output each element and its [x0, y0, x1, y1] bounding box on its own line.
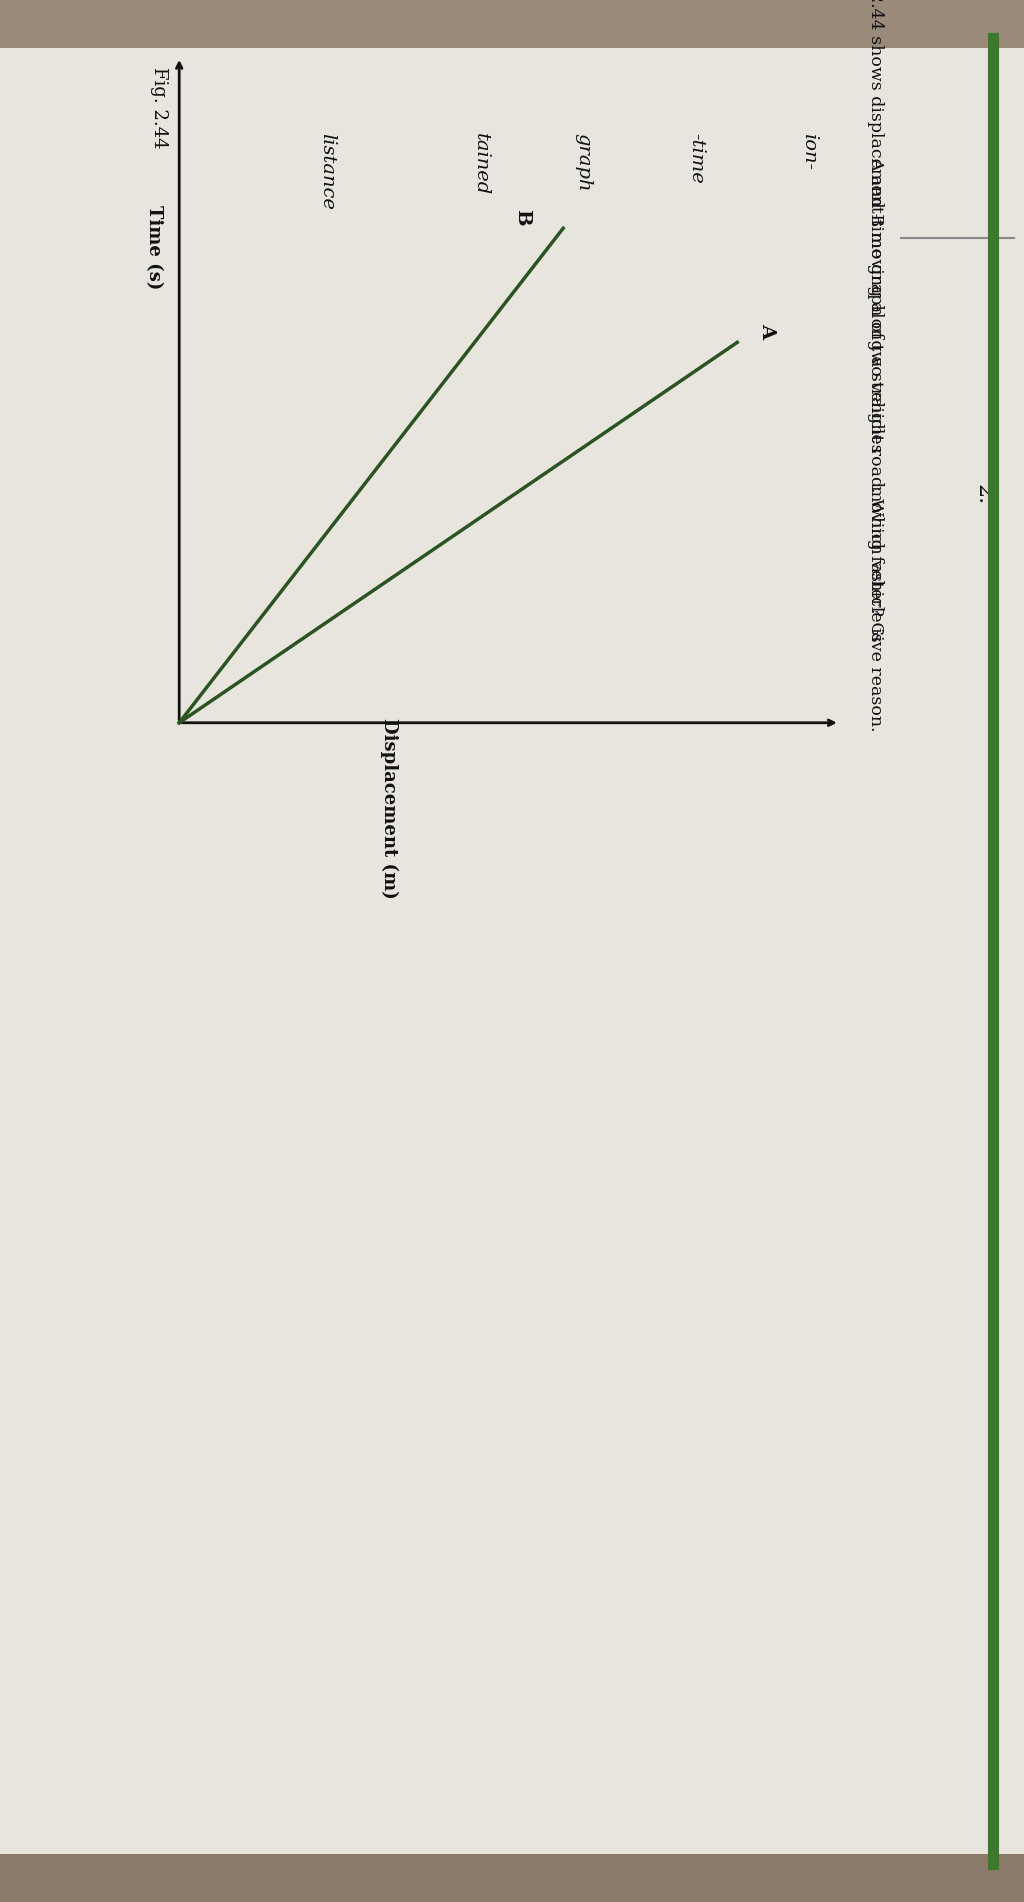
Text: tained: tained: [472, 133, 490, 196]
Text: -time: -time: [687, 133, 706, 184]
Bar: [0, 1854, 1024, 1902]
Text: Figure 2.44 shows displacement-time graph of two vehicles: Figure 2.44 shows displacement-time grap…: [867, 0, 884, 453]
Text: moving faster? Give reason.: moving faster? Give reason.: [867, 485, 884, 732]
Text: listance: listance: [318, 133, 337, 209]
Text: Fig. 2.44: Fig. 2.44: [150, 67, 168, 148]
Text: ion-: ion-: [800, 133, 818, 171]
Text: A: A: [758, 323, 776, 339]
Text: A and B moving along a straight road. Which vehicle is: A and B moving along a straight road. Wh…: [867, 158, 884, 641]
Text: graph: graph: [574, 133, 593, 192]
Text: Time (s): Time (s): [144, 205, 163, 289]
Bar: [0, 0, 1024, 48]
Text: Displacement (m): Displacement (m): [380, 717, 398, 900]
Text: B: B: [513, 209, 531, 226]
Text: 2.: 2.: [972, 483, 994, 506]
